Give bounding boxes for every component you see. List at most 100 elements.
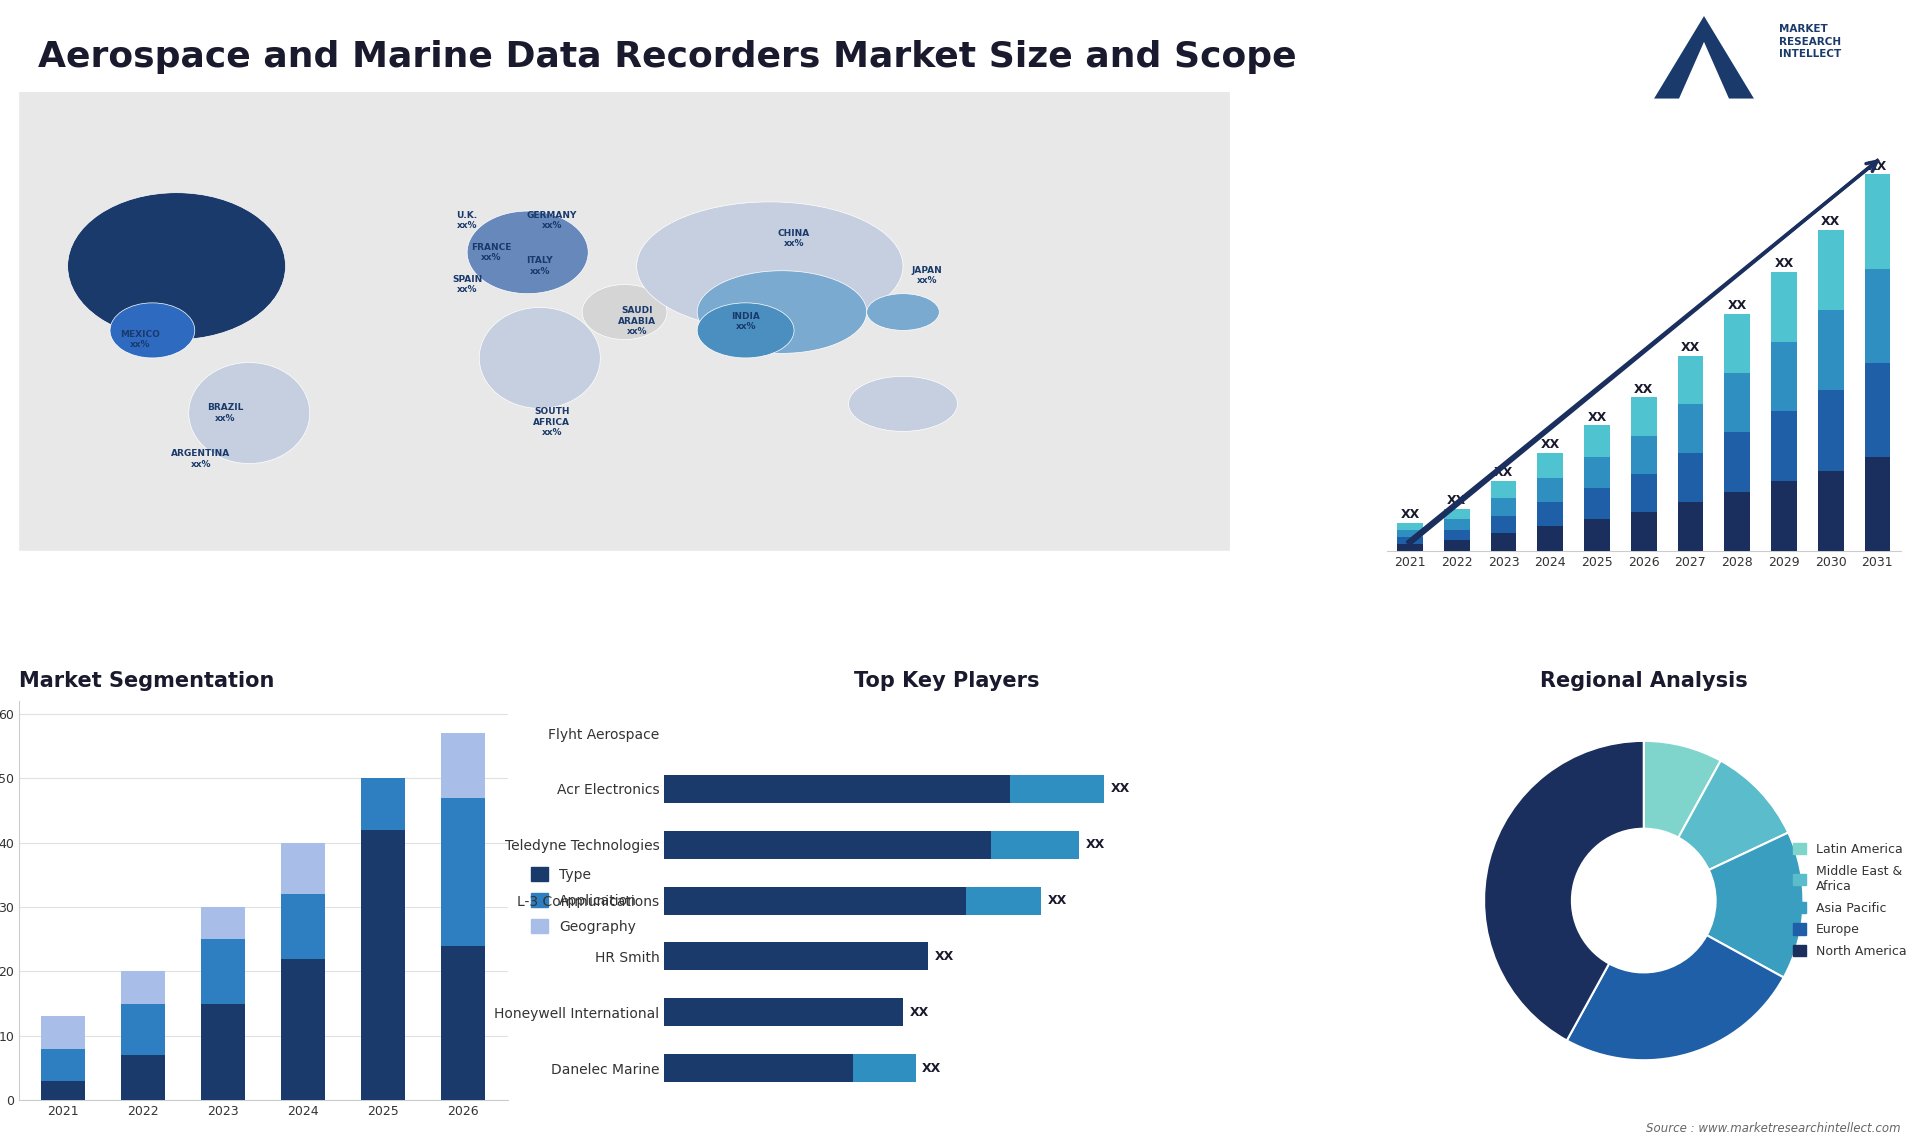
Bar	[1630, 435, 1657, 474]
Ellipse shape	[582, 284, 666, 339]
Ellipse shape	[697, 270, 866, 353]
Text: U.S.
xx%: U.S. xx%	[106, 280, 127, 299]
Bar	[1584, 425, 1609, 457]
Bar	[664, 831, 991, 858]
FancyBboxPatch shape	[19, 92, 1231, 551]
Title: Regional Analysis: Regional Analysis	[1540, 672, 1747, 691]
Legend: Type, Application, Geography: Type, Application, Geography	[524, 861, 643, 941]
Bar	[42, 1081, 84, 1100]
Bar	[1678, 502, 1703, 551]
Text: SOUTH
AFRICA
xx%: SOUTH AFRICA xx%	[534, 407, 570, 437]
Bar	[1864, 457, 1891, 551]
Ellipse shape	[697, 303, 795, 358]
Bar	[361, 830, 405, 1100]
Text: CANADA
xx%: CANADA xx%	[119, 206, 161, 226]
Bar	[1538, 502, 1563, 526]
Title: Top Key Players: Top Key Players	[854, 672, 1041, 691]
Text: XX: XX	[1400, 508, 1419, 521]
Ellipse shape	[480, 307, 601, 408]
Bar	[1584, 519, 1609, 551]
Bar	[1818, 311, 1843, 391]
Ellipse shape	[67, 193, 286, 339]
Text: ITALY
xx%: ITALY xx%	[526, 257, 553, 276]
Bar	[966, 887, 1041, 915]
Ellipse shape	[849, 376, 958, 431]
Text: XX: XX	[1448, 494, 1467, 508]
Text: CHINA
xx%: CHINA xx%	[778, 229, 810, 249]
Bar	[1818, 391, 1843, 471]
Bar	[664, 887, 966, 915]
Bar	[1398, 529, 1423, 536]
Text: MARKET
RESEARCH
INTELLECT: MARKET RESEARCH INTELLECT	[1778, 24, 1841, 60]
Ellipse shape	[188, 362, 309, 463]
Text: XX: XX	[1494, 466, 1513, 479]
Ellipse shape	[637, 202, 902, 330]
Bar	[1444, 509, 1469, 519]
Text: FRANCE
xx%: FRANCE xx%	[470, 243, 511, 262]
Text: U.K.
xx%: U.K. xx%	[457, 211, 478, 230]
Text: XX: XX	[1540, 439, 1559, 452]
Bar	[42, 1049, 84, 1081]
Bar	[1864, 268, 1891, 362]
Bar	[1724, 432, 1749, 492]
Bar	[664, 775, 1010, 803]
Bar	[442, 945, 486, 1100]
Bar	[1444, 519, 1469, 529]
Text: XX: XX	[935, 950, 954, 963]
Bar	[1490, 481, 1517, 499]
Bar	[1584, 488, 1609, 519]
Ellipse shape	[467, 211, 588, 293]
Bar	[282, 958, 324, 1100]
Bar	[1538, 453, 1563, 478]
Bar	[1770, 342, 1797, 411]
Bar	[1724, 374, 1749, 432]
Bar	[442, 733, 486, 798]
Bar	[282, 894, 324, 958]
Bar	[1490, 499, 1517, 516]
Bar	[361, 778, 405, 830]
Text: SPAIN
xx%: SPAIN xx%	[451, 275, 482, 295]
Text: XX: XX	[1634, 383, 1653, 395]
Wedge shape	[1644, 740, 1720, 838]
Ellipse shape	[109, 303, 194, 358]
Bar	[664, 942, 927, 971]
Wedge shape	[1567, 935, 1784, 1060]
Bar	[1398, 544, 1423, 551]
Text: XX: XX	[1110, 783, 1129, 795]
Bar	[1678, 355, 1703, 405]
Bar	[121, 1004, 165, 1055]
Bar	[202, 940, 246, 1004]
Text: XX: XX	[1820, 215, 1841, 228]
Bar	[121, 972, 165, 1004]
Text: XX: XX	[1868, 159, 1887, 173]
Text: Source : www.marketresearchintellect.com: Source : www.marketresearchintellect.com	[1645, 1122, 1901, 1135]
Bar	[1770, 481, 1797, 551]
Bar	[852, 1054, 916, 1082]
Bar	[1678, 453, 1703, 502]
Bar	[1630, 398, 1657, 435]
Bar	[1678, 405, 1703, 453]
Bar	[442, 798, 486, 945]
Bar	[121, 1055, 165, 1100]
Text: XX: XX	[1680, 340, 1699, 354]
Bar	[1444, 529, 1469, 540]
Text: Market Segmentation: Market Segmentation	[19, 672, 275, 691]
Text: XX: XX	[1728, 299, 1747, 312]
Text: XX: XX	[1774, 258, 1793, 270]
Bar	[664, 998, 902, 1026]
Bar	[1724, 314, 1749, 374]
Bar	[1818, 230, 1843, 311]
Text: XX: XX	[1048, 894, 1068, 908]
Bar	[1770, 272, 1797, 342]
Bar	[1398, 536, 1423, 544]
Bar	[282, 842, 324, 894]
Text: Aerospace and Marine Data Recorders Market Size and Scope: Aerospace and Marine Data Recorders Mark…	[38, 40, 1298, 74]
Wedge shape	[1484, 740, 1644, 1041]
Bar	[42, 1017, 84, 1049]
Text: XX: XX	[1085, 838, 1104, 851]
Polygon shape	[1653, 16, 1755, 99]
Bar	[991, 831, 1079, 858]
Wedge shape	[1707, 833, 1803, 978]
Bar	[1630, 512, 1657, 551]
Text: XX: XX	[1588, 410, 1607, 424]
